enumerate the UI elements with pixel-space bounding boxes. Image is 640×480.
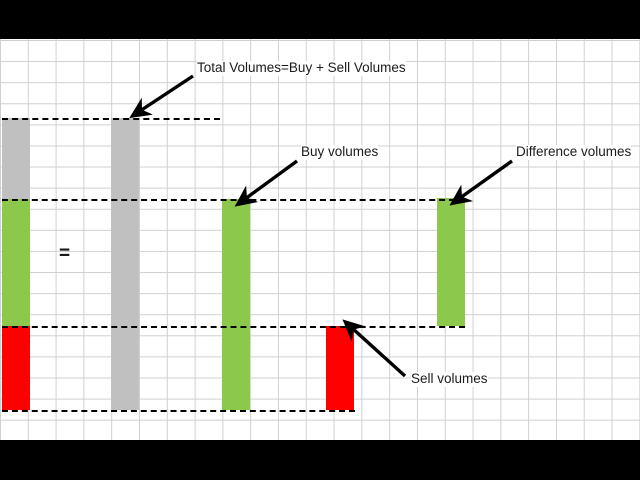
letterbox-bottom — [0, 440, 640, 480]
annotation-label-buy-volumes: Buy volumes — [301, 144, 379, 160]
reference-line-baseline — [2, 410, 355, 412]
spreadsheet-grid — [0, 39, 640, 440]
spreadsheet-canvas: = Total Volumes=Buy + Sell Volumes Buy vo… — [0, 39, 640, 440]
reference-line-total-top — [2, 118, 220, 120]
annotation-label-total-volumes: Total Volumes=Buy + Sell Volumes — [197, 60, 406, 76]
equals-operator: = — [59, 243, 71, 264]
letterbox-top — [0, 0, 640, 39]
bar-sell-segment-sell-red — [326, 326, 354, 410]
reference-line-buy-top — [2, 199, 465, 201]
bar-difference-segment-buy-green — [437, 198, 465, 326]
bar-total-stacked-segment-total-gray — [2, 118, 30, 199]
bar-total-gray-segment-total-gray — [111, 118, 139, 410]
reference-line-sell-top — [2, 326, 465, 328]
bar-total-stacked-segment-sell-red — [2, 326, 30, 410]
annotation-label-difference-volumes: Difference volumes — [516, 144, 632, 160]
bar-buy-segment-buy-green — [222, 199, 250, 410]
bar-total-stacked-segment-buy-green — [2, 199, 30, 326]
annotation-label-sell-volumes: Sell volumes — [411, 371, 488, 387]
